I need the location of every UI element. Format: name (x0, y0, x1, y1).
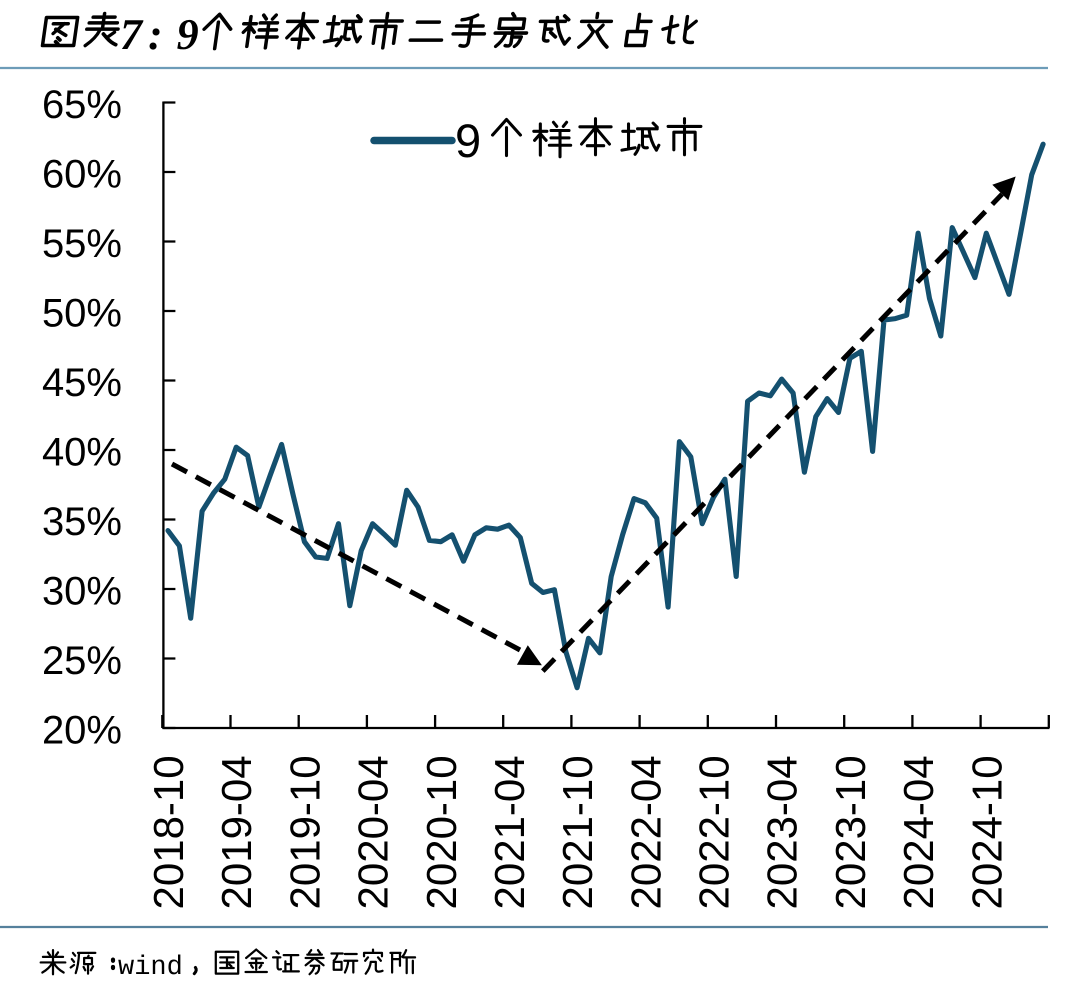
svg-text:2022-10: 2022-10 (691, 755, 738, 909)
svg-text:2021-04: 2021-04 (486, 755, 533, 909)
svg-text:50%: 50% (42, 292, 122, 336)
svg-text:20%: 20% (42, 709, 122, 753)
svg-text:35%: 35% (42, 500, 122, 544)
svg-text:25%: 25% (42, 639, 122, 683)
svg-text:55%: 55% (42, 222, 122, 266)
svg-text:65%: 65% (42, 83, 122, 127)
svg-text:45%: 45% (42, 361, 122, 405)
svg-text:40%: 40% (42, 431, 122, 475)
svg-text:2023-04: 2023-04 (759, 755, 806, 909)
svg-text:2020-10: 2020-10 (418, 755, 465, 909)
svg-text:2020-04: 2020-04 (350, 755, 397, 909)
svg-text:2019-10: 2019-10 (281, 755, 328, 909)
svg-text:2024-10: 2024-10 (963, 755, 1010, 909)
svg-text:30%: 30% (42, 570, 122, 614)
svg-text:2024-04: 2024-04 (895, 755, 942, 909)
svg-text:9: 9 (455, 114, 481, 167)
svg-text:7:9: 7:9 (120, 10, 199, 59)
svg-text:2022-04: 2022-04 (622, 755, 669, 909)
svg-text:2021-10: 2021-10 (554, 755, 601, 909)
svg-text:2023-10: 2023-10 (827, 755, 874, 909)
svg-text:60%: 60% (42, 153, 122, 197)
svg-text:wind: wind (118, 953, 183, 983)
svg-text:2019-04: 2019-04 (213, 755, 260, 909)
svg-text:2018-10: 2018-10 (145, 755, 192, 909)
